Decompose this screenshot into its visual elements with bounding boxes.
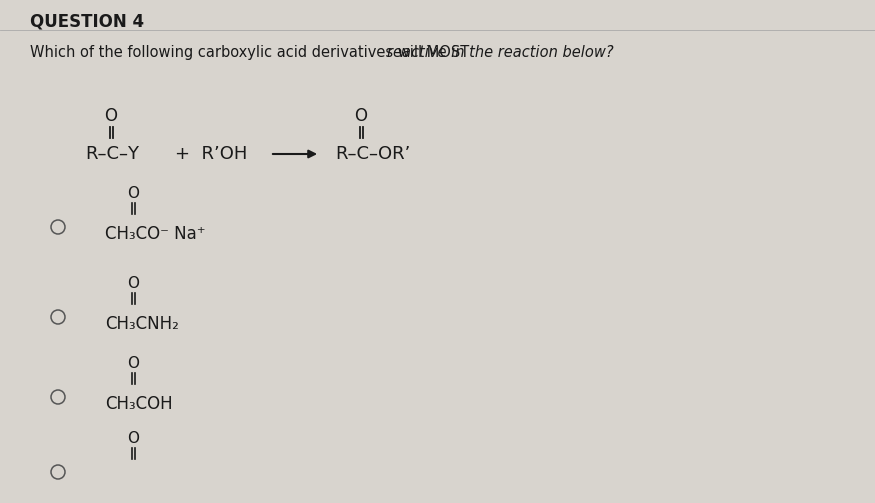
Text: O: O [104,107,117,125]
Text: CH₃COH: CH₃COH [105,395,172,413]
Text: CH₃CNH₂: CH₃CNH₂ [105,315,178,333]
Text: O: O [127,431,139,446]
Text: R–C–Y: R–C–Y [85,145,139,163]
Text: O: O [127,356,139,371]
Text: O: O [127,186,139,201]
Text: Which of the following carboxylic acid derivatives will MOST: Which of the following carboxylic acid d… [30,45,474,60]
Text: +  R’OH: + R’OH [175,145,248,163]
Text: reactive in the reaction below?: reactive in the reaction below? [387,45,613,60]
Text: R–C–OR’: R–C–OR’ [335,145,410,163]
Text: QUESTION 4: QUESTION 4 [30,12,144,30]
Text: O: O [127,276,139,291]
Text: O: O [354,107,367,125]
Text: CH₃CO⁻ Na⁺: CH₃CO⁻ Na⁺ [105,225,206,243]
